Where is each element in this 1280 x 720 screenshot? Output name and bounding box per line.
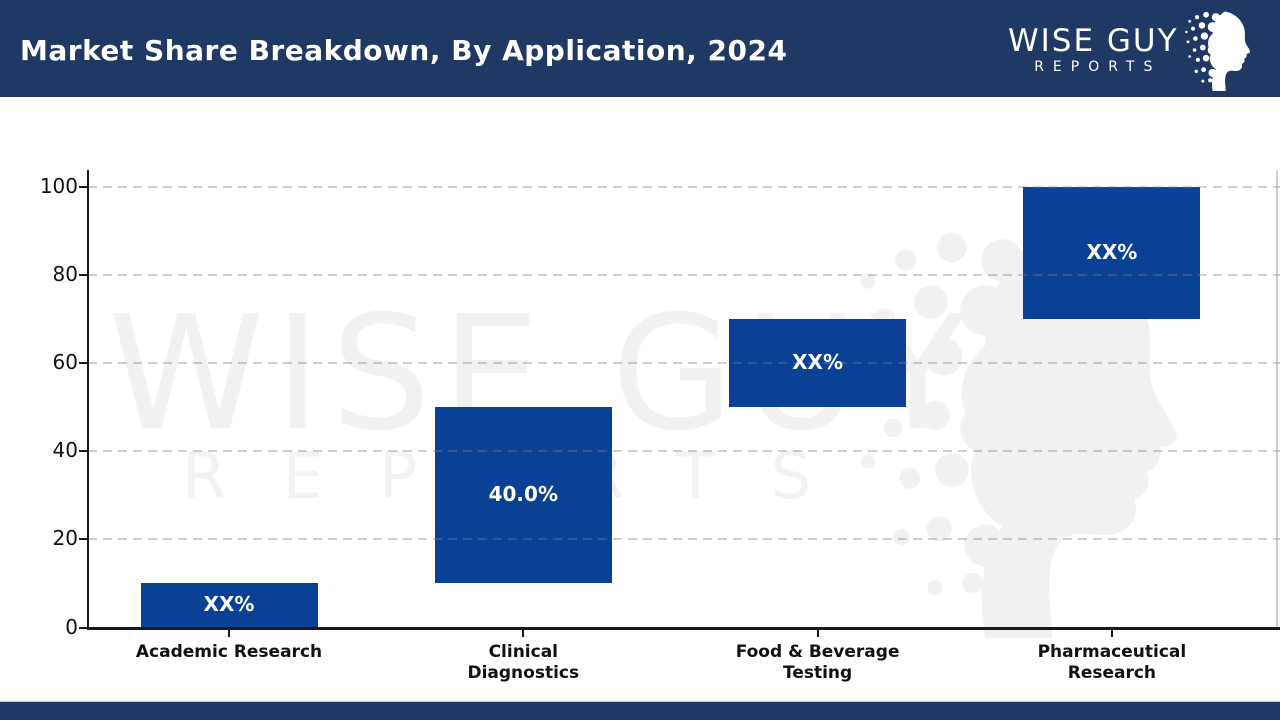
x-axis-category-line: Pharmaceutical [1037, 642, 1187, 662]
bar-value-label: XX% [1086, 240, 1138, 265]
gridline-60 [88, 362, 1280, 365]
gridline-20 [88, 538, 1280, 541]
header-banner: Market Share Breakdown, By Application, … [0, 0, 1280, 97]
x-axis-tick [1110, 630, 1113, 637]
footer-divider [0, 701, 1280, 702]
y-axis-tick-label: 60 [52, 350, 78, 375]
bar-value-label: XX% [203, 592, 255, 617]
waterfall-chart: 0 20 40 60 80 100 XX% 40.0% XX% XX% Academic Resea… [0, 97, 1280, 702]
x-axis-category-line: Clinical [488, 642, 559, 662]
x-axis-category-label: Food & Beverage Testing [668, 642, 968, 683]
wiseguy-logo: WISE GUY REPORTS [1008, 8, 1268, 92]
logo-wordmark: WISE GUY [1008, 22, 1179, 59]
bar-value-label: 40.0% [488, 482, 558, 507]
x-axis-line [87, 627, 1280, 630]
y-axis-tick [79, 274, 88, 277]
x-axis-category-line: Research [1067, 662, 1157, 683]
bar-value-label: XX% [792, 350, 844, 375]
page-title: Market Share Breakdown, By Application, … [20, 34, 788, 67]
y-axis-tick-label: 80 [52, 262, 78, 287]
x-axis-category-label: Clinical Diagnostics [373, 642, 673, 683]
footer-bar [0, 702, 1280, 720]
wiseguy-face-icon [1184, 11, 1250, 91]
y-axis-tick [79, 186, 88, 188]
x-axis-category-line: Diagnostics [467, 662, 580, 683]
bar-food-beverage-testing [729, 319, 907, 408]
gridline-40 [88, 450, 1280, 453]
x-axis-category-label: Pharmaceutical Research [962, 642, 1262, 683]
y-axis-tick [79, 362, 88, 365]
y-axis-line [87, 170, 89, 628]
x-axis-category-line: Academic Research [135, 642, 323, 662]
y-axis-tick-label: 20 [52, 526, 78, 551]
x-axis-category-line: Testing [782, 662, 853, 683]
x-axis-category-label: Academic Research [79, 642, 379, 663]
gridline-100 [88, 186, 1280, 188]
x-axis-category-line: Food & Beverage [735, 642, 900, 662]
gridline-80 [88, 274, 1280, 277]
bar-academic-research [140, 583, 318, 628]
right-axis-line [1276, 170, 1278, 628]
wiseguy-logo-text: WISE GUY REPORTS [1008, 25, 1179, 76]
y-axis-tick [79, 450, 88, 453]
y-axis-tick-label: 0 [65, 614, 78, 639]
y-axis-tick [79, 538, 88, 541]
x-axis-tick [816, 630, 819, 637]
x-axis-tick [228, 630, 230, 637]
y-axis-tick-label: 40 [52, 438, 78, 463]
logo-subtitle: REPORTS [1034, 59, 1162, 76]
bar-clinical-diagnostics [434, 407, 612, 584]
x-axis-tick [522, 630, 525, 637]
y-axis-tick-label: 100 [39, 174, 78, 198]
bar-pharmaceutical-research [1023, 187, 1201, 320]
y-axis-tick [79, 626, 88, 629]
